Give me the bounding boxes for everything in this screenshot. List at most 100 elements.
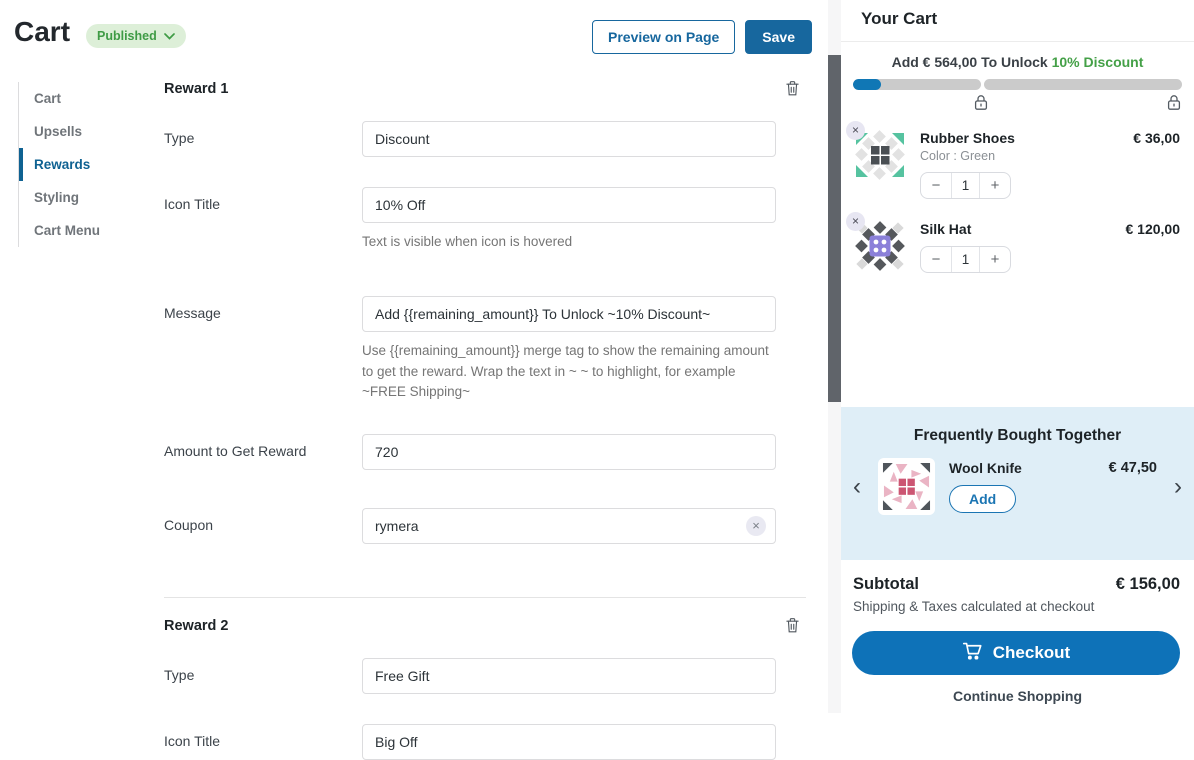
- reward-1-coupon-input[interactable]: [362, 508, 776, 544]
- fbt-product-name: Wool Knife: [949, 460, 1022, 476]
- lock-icon: [974, 94, 988, 116]
- unlock-message-prefix: Add € 564,00 To Unlock: [891, 54, 1052, 70]
- rewards-divider: [164, 597, 806, 598]
- progress-segment-2: [984, 79, 1182, 90]
- status-badge[interactable]: Published: [86, 24, 186, 48]
- cart-preview-panel: Your Cart Add € 564,00 To Unlock 10% Dis…: [841, 0, 1194, 713]
- item-name: Silk Hat: [920, 221, 972, 237]
- unlock-message-highlight: 10% Discount: [1051, 54, 1144, 70]
- icon-title-help-text: Text is visible when icon is hovered: [362, 234, 573, 249]
- checkout-button-label: Checkout: [992, 643, 1071, 662]
- settings-pane: Cart Published Preview on Page Save Cart…: [0, 0, 828, 760]
- sidebar-item-cart-menu[interactable]: Cart Menu: [34, 223, 101, 238]
- sidebar-item-cart[interactable]: Cart: [34, 91, 62, 106]
- close-icon: ×: [851, 123, 859, 137]
- progress-segment-1: [853, 79, 982, 90]
- reward-1-message-row: Message: [164, 296, 806, 333]
- item-details: Silk Hat € 120,00 − 1 +: [920, 221, 1180, 273]
- item-price: € 120,00: [1125, 221, 1181, 237]
- fbt-add-button[interactable]: Add: [949, 485, 1017, 513]
- reward-1-header: Reward 1: [164, 80, 806, 97]
- amount-label: Amount to Get Reward: [164, 443, 307, 459]
- cart-footer: Subtotal € 156,00 Shipping & Taxes calcu…: [841, 560, 1194, 713]
- reward-2-icon-title-input[interactable]: [362, 724, 776, 760]
- message-help-text: Use {{remaining_amount}} merge tag to sh…: [362, 343, 769, 399]
- increase-quantity-button[interactable]: +: [980, 173, 1010, 198]
- scrollbar-track[interactable]: [828, 0, 841, 713]
- fbt-product-details: Wool Knife € 47,50 Add: [949, 460, 1169, 513]
- shipping-note: Shipping & Taxes calculated at checkout: [853, 599, 1095, 614]
- sidebar-item-upsells[interactable]: Upsells: [34, 124, 83, 139]
- reward-2-type-input[interactable]: [362, 658, 776, 694]
- message-label: Message: [164, 305, 221, 322]
- page-title: Cart: [14, 16, 71, 47]
- reward-1-coupon-row: Coupon ×: [164, 508, 806, 544]
- chevron-down-icon: [163, 29, 175, 43]
- increase-quantity-button[interactable]: +: [980, 247, 1010, 272]
- delete-reward-1-button[interactable]: [785, 80, 800, 97]
- remove-item-button[interactable]: ×: [846, 212, 865, 231]
- cart-item-rubber-shoes: ×: [846, 121, 1180, 199]
- item-variant: Color : Green: [920, 149, 996, 163]
- subtotal-value: € 156,00: [1115, 575, 1180, 593]
- reward-1-type-input[interactable]: [362, 121, 776, 157]
- trash-icon: [785, 81, 800, 100]
- product-thumbnail-wrap: ×: [846, 121, 905, 180]
- checkout-button[interactable]: Checkout: [852, 631, 1180, 675]
- save-button[interactable]: Save: [745, 20, 812, 54]
- reward-2-icon-title-row: Icon Title: [164, 724, 806, 760]
- item-price: € 36,00: [1133, 130, 1180, 146]
- item-details: Rubber Shoes € 36,00 Color : Green − 1 +: [920, 130, 1180, 199]
- product-image-silk-hat: [855, 221, 905, 275]
- product-thumbnail-wrap: ×: [846, 212, 905, 271]
- reward-locks: [853, 94, 1182, 112]
- reward-2-title: Reward 2: [164, 617, 229, 634]
- reward-1-icon-title-input[interactable]: [362, 187, 776, 223]
- quantity-value: 1: [951, 247, 980, 272]
- cart-items-list: ×: [841, 112, 1194, 273]
- frequently-bought-together-section: Frequently Bought Together ‹: [841, 407, 1194, 560]
- product-image-wool-knife: [878, 458, 935, 515]
- preview-on-page-button[interactable]: Preview on Page: [592, 20, 736, 54]
- coupon-label: Coupon: [164, 517, 214, 533]
- reward-1-type-row: Type: [164, 121, 806, 157]
- carousel-next-button[interactable]: ›: [1169, 474, 1187, 499]
- unlock-message: Add € 564,00 To Unlock 10% Discount: [853, 54, 1182, 70]
- icon-title-label: Icon Title: [164, 196, 221, 212]
- carousel-prev-button[interactable]: ‹: [848, 474, 866, 499]
- quantity-stepper: − 1 +: [920, 246, 1011, 273]
- cart-item-silk-hat: ×: [846, 212, 1180, 273]
- quantity-value: 1: [951, 173, 980, 198]
- cart-title: Your Cart: [841, 0, 1194, 42]
- rewards-form: Reward 1 Type Icon Title Text is visible…: [164, 0, 806, 760]
- status-badge-label: Published: [97, 29, 157, 43]
- decrease-quantity-button[interactable]: −: [921, 247, 951, 272]
- clear-coupon-button[interactable]: ×: [746, 516, 766, 536]
- reward-1-icon-title-row: Icon Title: [164, 187, 806, 223]
- sidebar-item-rewards[interactable]: Rewards: [19, 148, 150, 181]
- fbt-carousel: ‹: [841, 458, 1194, 515]
- close-icon: ×: [851, 214, 859, 228]
- reward-1-amount-row: Amount to Get Reward: [164, 434, 806, 470]
- reward-1-title: Reward 1: [164, 80, 229, 97]
- remove-item-button[interactable]: ×: [846, 121, 865, 140]
- reward-1-amount-input[interactable]: [362, 434, 776, 470]
- progress-fill: [853, 79, 882, 90]
- trash-icon: [785, 618, 800, 637]
- fbt-title: Frequently Bought Together: [913, 427, 1122, 444]
- reward-progress-bar: [853, 79, 1182, 90]
- page-header: Cart Published Preview on Page Save: [0, 0, 828, 72]
- sidebar-item-styling[interactable]: Styling: [34, 190, 80, 205]
- reward-1-message-input[interactable]: [362, 296, 776, 333]
- scrollbar-thumb[interactable]: [828, 55, 841, 402]
- type-label: Type: [164, 667, 195, 683]
- continue-shopping-link[interactable]: Continue Shopping: [952, 688, 1083, 704]
- delete-reward-2-button[interactable]: [785, 617, 800, 634]
- decrease-quantity-button[interactable]: −: [921, 173, 951, 198]
- reward-1-icon-title-block: Icon Title Text is visible when icon is …: [164, 187, 806, 252]
- lock-icon: [1167, 94, 1181, 116]
- header-buttons: Preview on Page Save: [592, 20, 812, 54]
- reward-progress-widget: Add € 564,00 To Unlock 10% Discount: [841, 42, 1194, 112]
- reward-2-type-row: Type: [164, 658, 806, 694]
- subtotal-label: Subtotal: [853, 575, 919, 593]
